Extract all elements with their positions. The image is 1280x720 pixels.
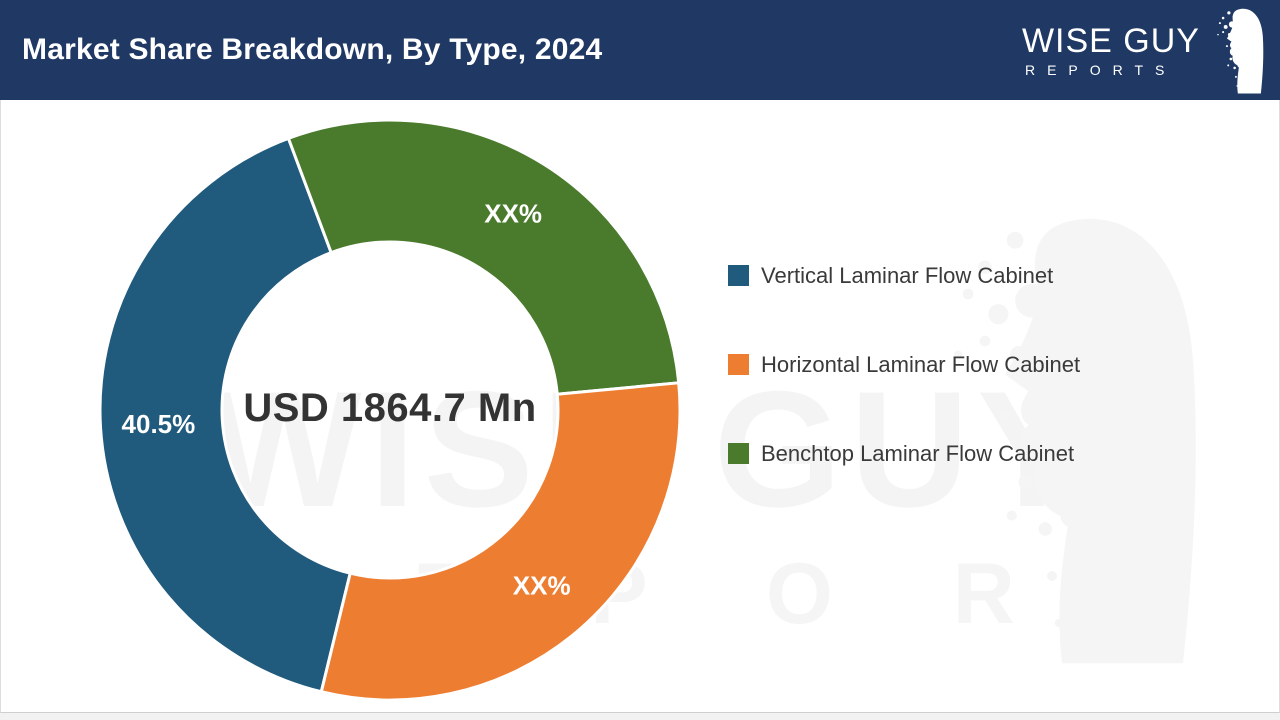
legend-item-vertical: Vertical Laminar Flow Cabinet — [728, 262, 1080, 289]
logo-reports-text: REPORTS — [1024, 61, 1177, 78]
segment-percent-label-2: XX% — [484, 198, 542, 228]
segment-percent-label-1: XX% — [513, 571, 571, 601]
legend-swatch-vertical — [728, 265, 749, 286]
wise-guy-logo: WISE GUY REPORTS — [1022, 5, 1266, 95]
logo-wise-guy-text: WISE GUY — [1021, 21, 1200, 60]
page-title: Market Share Breakdown, By Type, 2024 — [22, 33, 603, 66]
logo-wordmark: WISE GUY REPORTS — [1022, 23, 1200, 78]
legend-swatch-benchtop — [728, 443, 749, 464]
donut-segment-2 — [286, 118, 681, 396]
market-value-label: USD 1864.7 Mn — [243, 386, 537, 430]
donut-chart: 40.5% XX% XX% — [98, 118, 682, 702]
legend-label-benchtop: Benchtop Laminar Flow Cabinet — [761, 441, 1075, 466]
bottom-border-strip — [0, 713, 1280, 720]
logo-face-icon — [1202, 5, 1266, 95]
donut-segment-1 — [319, 381, 682, 702]
donut-segment-0 — [98, 136, 352, 694]
header-bar: Market Share Breakdown, By Type, 2024 WI… — [0, 0, 1280, 100]
legend-item-benchtop: Benchtop Laminar Flow Cabinet — [728, 440, 1080, 467]
legend-label-horizontal: Horizontal Laminar Flow Cabinet — [761, 352, 1081, 377]
legend-label-vertical: Vertical Laminar Flow Cabinet — [761, 263, 1054, 288]
chart-legend: Vertical Laminar Flow Cabinet Horizontal… — [728, 262, 1080, 467]
legend-item-horizontal: Horizontal Laminar Flow Cabinet — [728, 351, 1080, 378]
legend-swatch-horizontal — [728, 354, 749, 375]
segment-percent-label-0: 40.5% — [122, 409, 196, 439]
